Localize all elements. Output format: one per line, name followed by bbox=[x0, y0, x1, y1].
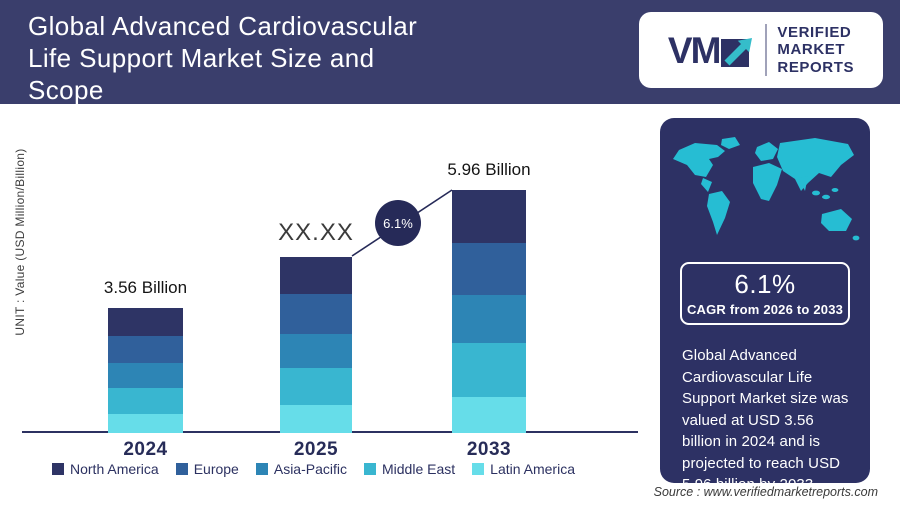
bar-segment-asia-pacific bbox=[280, 334, 352, 368]
bar-segment-europe bbox=[280, 294, 352, 334]
vmr-logo: VM VERIFIED MARKET REPORTS bbox=[639, 12, 883, 88]
vmr-logo-mark: VM bbox=[668, 32, 756, 69]
cagr-value: 6.1% bbox=[734, 269, 796, 299]
bar-segment-middle-east bbox=[108, 388, 183, 414]
logo-brand-line-1: VERIFIED bbox=[777, 23, 852, 41]
chart-legend: North America Europe Asia-Pacific Middle Ea… bbox=[52, 461, 575, 477]
legend-swatch-icon bbox=[52, 463, 64, 475]
bar-segment-latin-america bbox=[280, 405, 352, 433]
page-title-line-2: Life Support Market Size and bbox=[28, 43, 375, 73]
header-band: Global Advanced Cardiovascular Life Supp… bbox=[0, 0, 900, 104]
cagr-box: 6.1% CAGR from 2026 to 2033 bbox=[680, 262, 850, 325]
market-summary-text: Global Advanced Cardiovascular Life Supp… bbox=[682, 347, 849, 483]
stacked-bar-2033 bbox=[452, 190, 526, 433]
world-map-icon bbox=[673, 137, 860, 241]
x-axis-label-2033: 2033 bbox=[466, 439, 512, 460]
legend-item-latin-america: Latin America bbox=[472, 461, 575, 477]
logo-divider bbox=[765, 24, 768, 76]
legend-item-europe: Europe bbox=[175, 461, 239, 477]
legend-swatch-icon bbox=[255, 463, 268, 475]
cagr-caption: CAGR from 2026 to 2033 bbox=[686, 302, 844, 317]
x-axis-label-2025: 2025 bbox=[293, 439, 339, 460]
legend-label: Asia-Pacific bbox=[273, 461, 347, 477]
legend-item-north-america: North America bbox=[52, 461, 159, 477]
vmr-logo-arrow-icon bbox=[721, 38, 753, 67]
bar-total-label-2025: XX.XX bbox=[278, 219, 354, 247]
page-title: Global Advanced Cardiovascular Life Supp… bbox=[28, 10, 417, 104]
bar-total-label-2024: 3.56 Billion bbox=[103, 278, 188, 298]
bar-segment-europe bbox=[108, 336, 183, 363]
stacked-bar-2024 bbox=[108, 308, 183, 433]
bar-segment-asia-pacific bbox=[108, 363, 183, 388]
bar-segment-middle-east bbox=[280, 368, 352, 405]
bar-segment-latin-america bbox=[108, 414, 183, 433]
bar-segment-europe bbox=[452, 243, 526, 295]
legend-swatch-icon bbox=[175, 463, 188, 475]
legend-swatch-icon bbox=[364, 463, 376, 475]
legend-swatch-icon bbox=[472, 463, 485, 475]
y-axis-unit-label: UNIT : Value (USD Million/Billion) bbox=[13, 148, 27, 336]
logo-brand-line-2: MARKET bbox=[777, 41, 846, 59]
legend-item-asia-pacific: Asia-Pacific bbox=[255, 461, 347, 477]
stacked-bar-2025 bbox=[280, 257, 352, 433]
bar-segment-north-america bbox=[452, 190, 526, 243]
legend-label: Latin America bbox=[490, 461, 575, 477]
source-attribution: Source : www.verifiedmarketreports.com bbox=[653, 485, 878, 499]
vmr-logo-letters: VM bbox=[667, 29, 721, 71]
logo-brand-line-3: REPORTS bbox=[777, 58, 855, 76]
bar-segment-middle-east bbox=[452, 343, 526, 397]
growth-connector-line bbox=[351, 189, 453, 257]
bar-segment-asia-pacific bbox=[452, 295, 526, 343]
legend-label: Middle East bbox=[382, 461, 456, 477]
legend-label: Europe bbox=[193, 461, 239, 477]
x-axis-label-2024: 2024 bbox=[123, 439, 168, 460]
page-title-line-1: Global Advanced Cardiovascular bbox=[28, 11, 418, 41]
legend-label: North America bbox=[70, 461, 159, 477]
bar-total-label-2033: 5.96 Billion bbox=[447, 160, 531, 180]
page-title-line-3: Scope bbox=[28, 75, 104, 104]
bar-segment-north-america bbox=[280, 257, 352, 294]
bar-segment-latin-america bbox=[452, 397, 526, 433]
bar-segment-north-america bbox=[108, 308, 183, 336]
logo-brand-text: VERIFIED MARKET REPORTS bbox=[777, 24, 854, 76]
growth-badge-value: 6.1% bbox=[383, 216, 413, 231]
growth-badge-circle bbox=[375, 200, 421, 246]
summary-sidebar: 6.1% CAGR from 2026 to 2033 Global Advan… bbox=[660, 118, 870, 483]
legend-item-middle-east: Middle East bbox=[364, 461, 455, 477]
